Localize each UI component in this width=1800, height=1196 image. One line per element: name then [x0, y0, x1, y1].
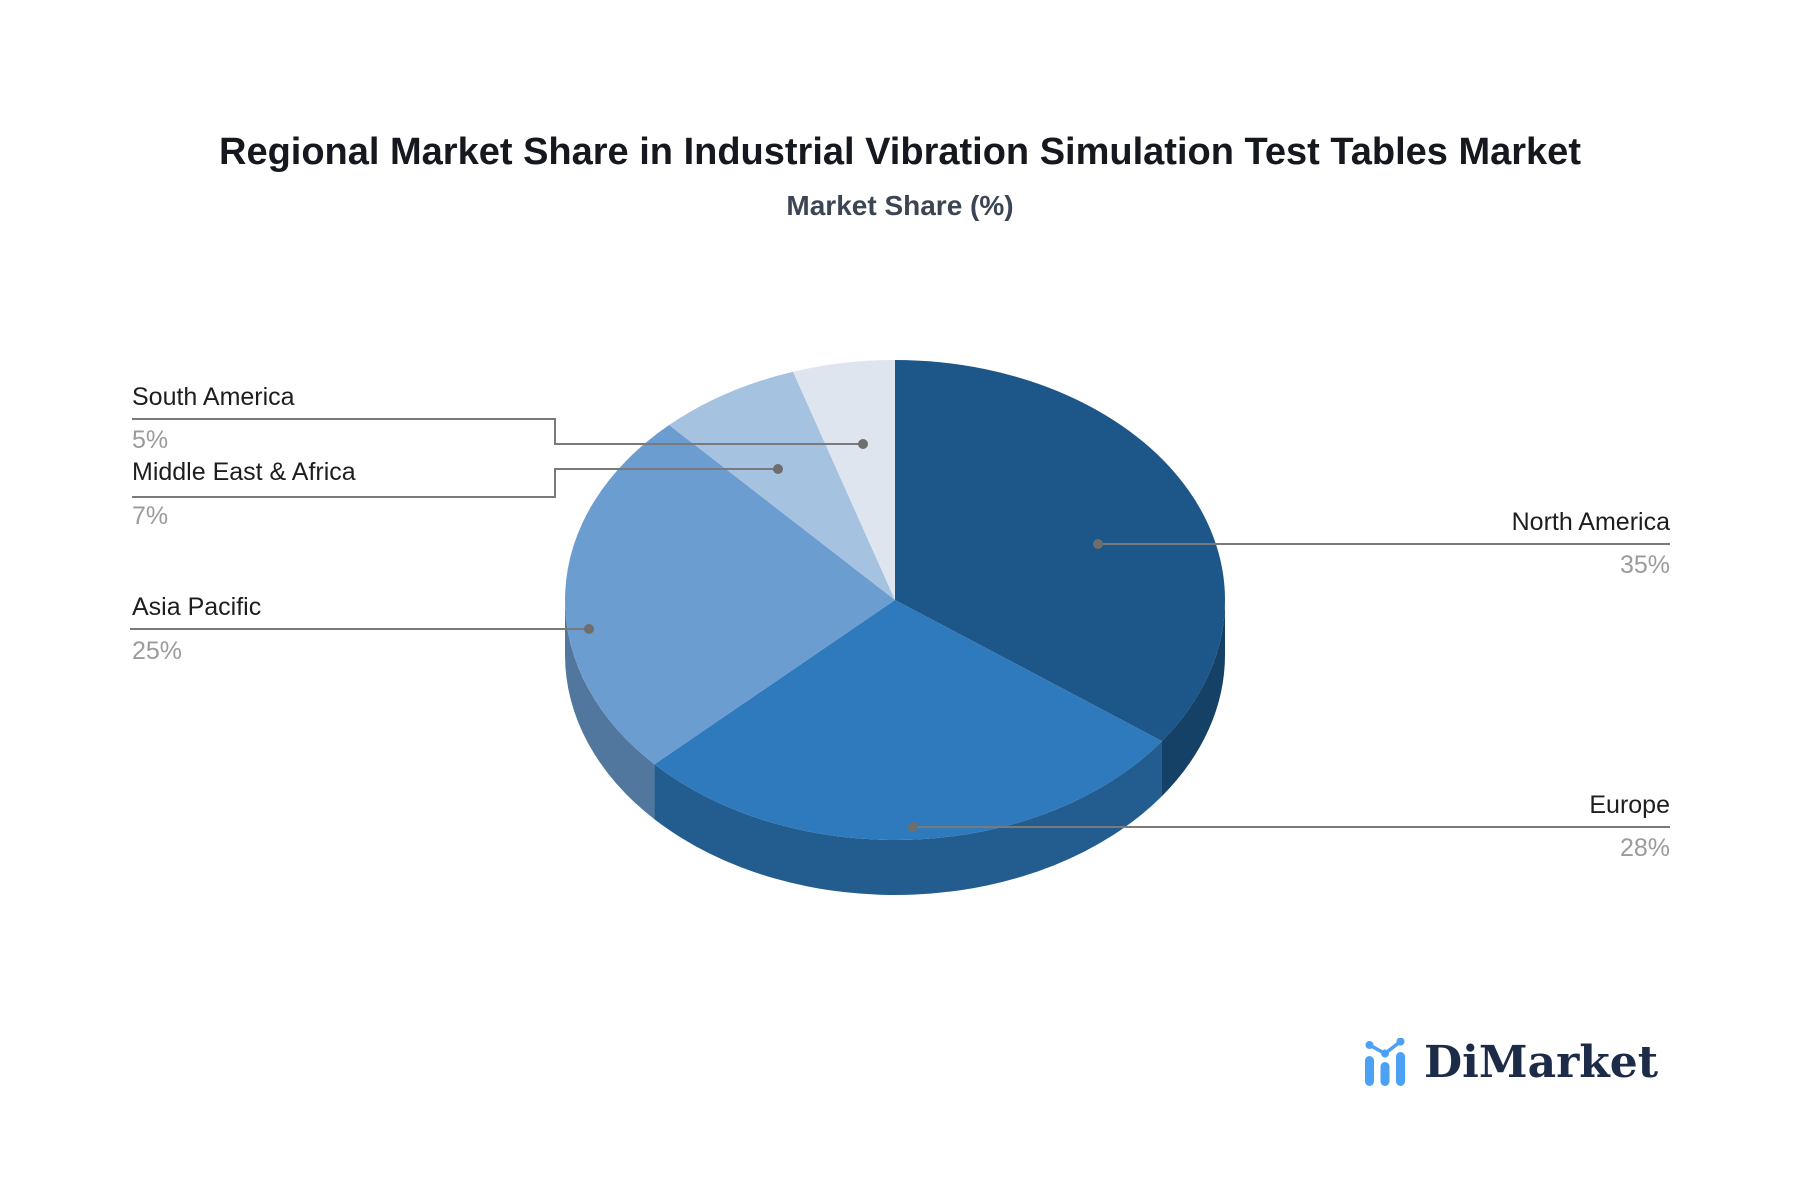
callout-label-middle-east-africa: Middle East & Africa: [132, 458, 356, 486]
pie-slice-middle-east-africa[interactable]: [669, 371, 895, 600]
leader-dot-europe: [908, 822, 918, 832]
pie-slice-north-america[interactable]: [895, 360, 1225, 742]
callout-value-asia-pacific: 25%: [132, 637, 183, 665]
pie-slice-south-america[interactable]: [793, 360, 895, 600]
pie-slice-europe[interactable]: [654, 600, 1162, 840]
callout-value-middle-east-africa: 7%: [132, 502, 169, 530]
dimarket-logo: DiMarket: [1362, 1038, 1658, 1086]
dimarket-logo-icon: [1365, 1038, 1405, 1086]
leader-dot-south-america: [858, 439, 868, 449]
chart-subtitle: Market Share (%): [786, 190, 1014, 221]
leader-dot-north-america: [1093, 539, 1103, 549]
callout-label-north-america: North America: [1511, 508, 1670, 536]
leader-dot-middle-east-africa: [773, 464, 783, 474]
callout-label-asia-pacific: Asia Pacific: [132, 593, 262, 621]
pie-side-north-america: [1161, 600, 1225, 797]
callout-value-north-america: 35%: [1619, 551, 1670, 579]
leader-line-south-america: [132, 418, 863, 445]
pie-side-asia-pacific: [565, 600, 655, 820]
dimarket-logo-text: DiMarket: [1424, 1037, 1659, 1088]
pie-slice-asia-pacific[interactable]: [565, 425, 895, 765]
callout-value-south-america: 5%: [132, 426, 169, 454]
pie-side-europe: [654, 741, 1162, 895]
callout-value-europe: 28%: [1619, 834, 1670, 862]
leader-line-middle-east-africa: [132, 468, 778, 498]
callout-label-south-america: South America: [132, 383, 295, 411]
leader-dot-asia-pacific: [584, 624, 594, 634]
chart-title: Regional Market Share in Industrial Vibr…: [219, 131, 1581, 173]
callout-label-europe: Europe: [1589, 791, 1670, 819]
